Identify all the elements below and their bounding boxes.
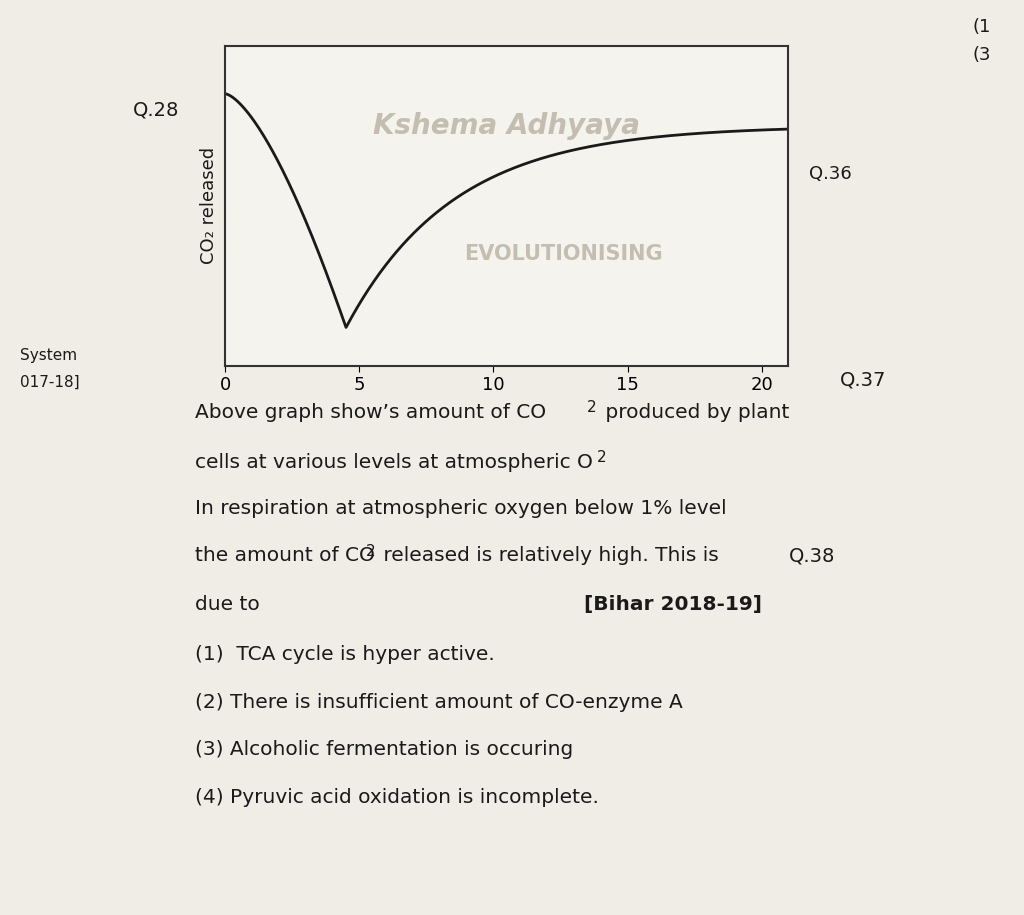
Text: the amount of CO: the amount of CO bbox=[195, 546, 375, 565]
Text: Q.28: Q.28 bbox=[133, 101, 179, 120]
Text: cells at various levels at atmospheric O: cells at various levels at atmospheric O bbox=[195, 453, 593, 472]
Text: produced by plant: produced by plant bbox=[599, 403, 790, 422]
Text: 2: 2 bbox=[597, 450, 606, 465]
Text: (4) Pyruvic acid oxidation is incomplete.: (4) Pyruvic acid oxidation is incomplete… bbox=[195, 788, 598, 807]
Text: Q.37: Q.37 bbox=[840, 371, 886, 390]
Text: (1)  TCA cycle is hyper active.: (1) TCA cycle is hyper active. bbox=[195, 645, 495, 664]
Text: Q.36: Q.36 bbox=[809, 165, 852, 183]
Y-axis label: CO₂ released: CO₂ released bbox=[201, 147, 218, 264]
Text: In respiration at atmospheric oxygen below 1% level: In respiration at atmospheric oxygen bel… bbox=[195, 499, 726, 518]
Text: (1: (1 bbox=[973, 18, 991, 37]
Text: EVOLUTIONISING: EVOLUTIONISING bbox=[464, 244, 663, 264]
Text: System: System bbox=[20, 348, 78, 362]
Text: [Bihar 2018-19]: [Bihar 2018-19] bbox=[584, 595, 762, 614]
Text: due to: due to bbox=[195, 595, 259, 614]
Text: (2) There is insufficient amount of CO-enzyme A: (2) There is insufficient amount of CO-e… bbox=[195, 693, 682, 712]
Text: Kshema Adhyaya: Kshema Adhyaya bbox=[374, 112, 640, 140]
Text: released is relatively high. This is: released is relatively high. This is bbox=[377, 546, 719, 565]
Text: (3) Alcoholic fermentation is occuring: (3) Alcoholic fermentation is occuring bbox=[195, 740, 572, 759]
Text: 017-18]: 017-18] bbox=[20, 375, 80, 390]
Text: Above graph show’s amount of CO: Above graph show’s amount of CO bbox=[195, 403, 546, 422]
Text: (3: (3 bbox=[973, 46, 991, 64]
Text: Q.38: Q.38 bbox=[788, 546, 835, 565]
Text: 2: 2 bbox=[366, 544, 375, 558]
Text: 2: 2 bbox=[587, 400, 596, 414]
